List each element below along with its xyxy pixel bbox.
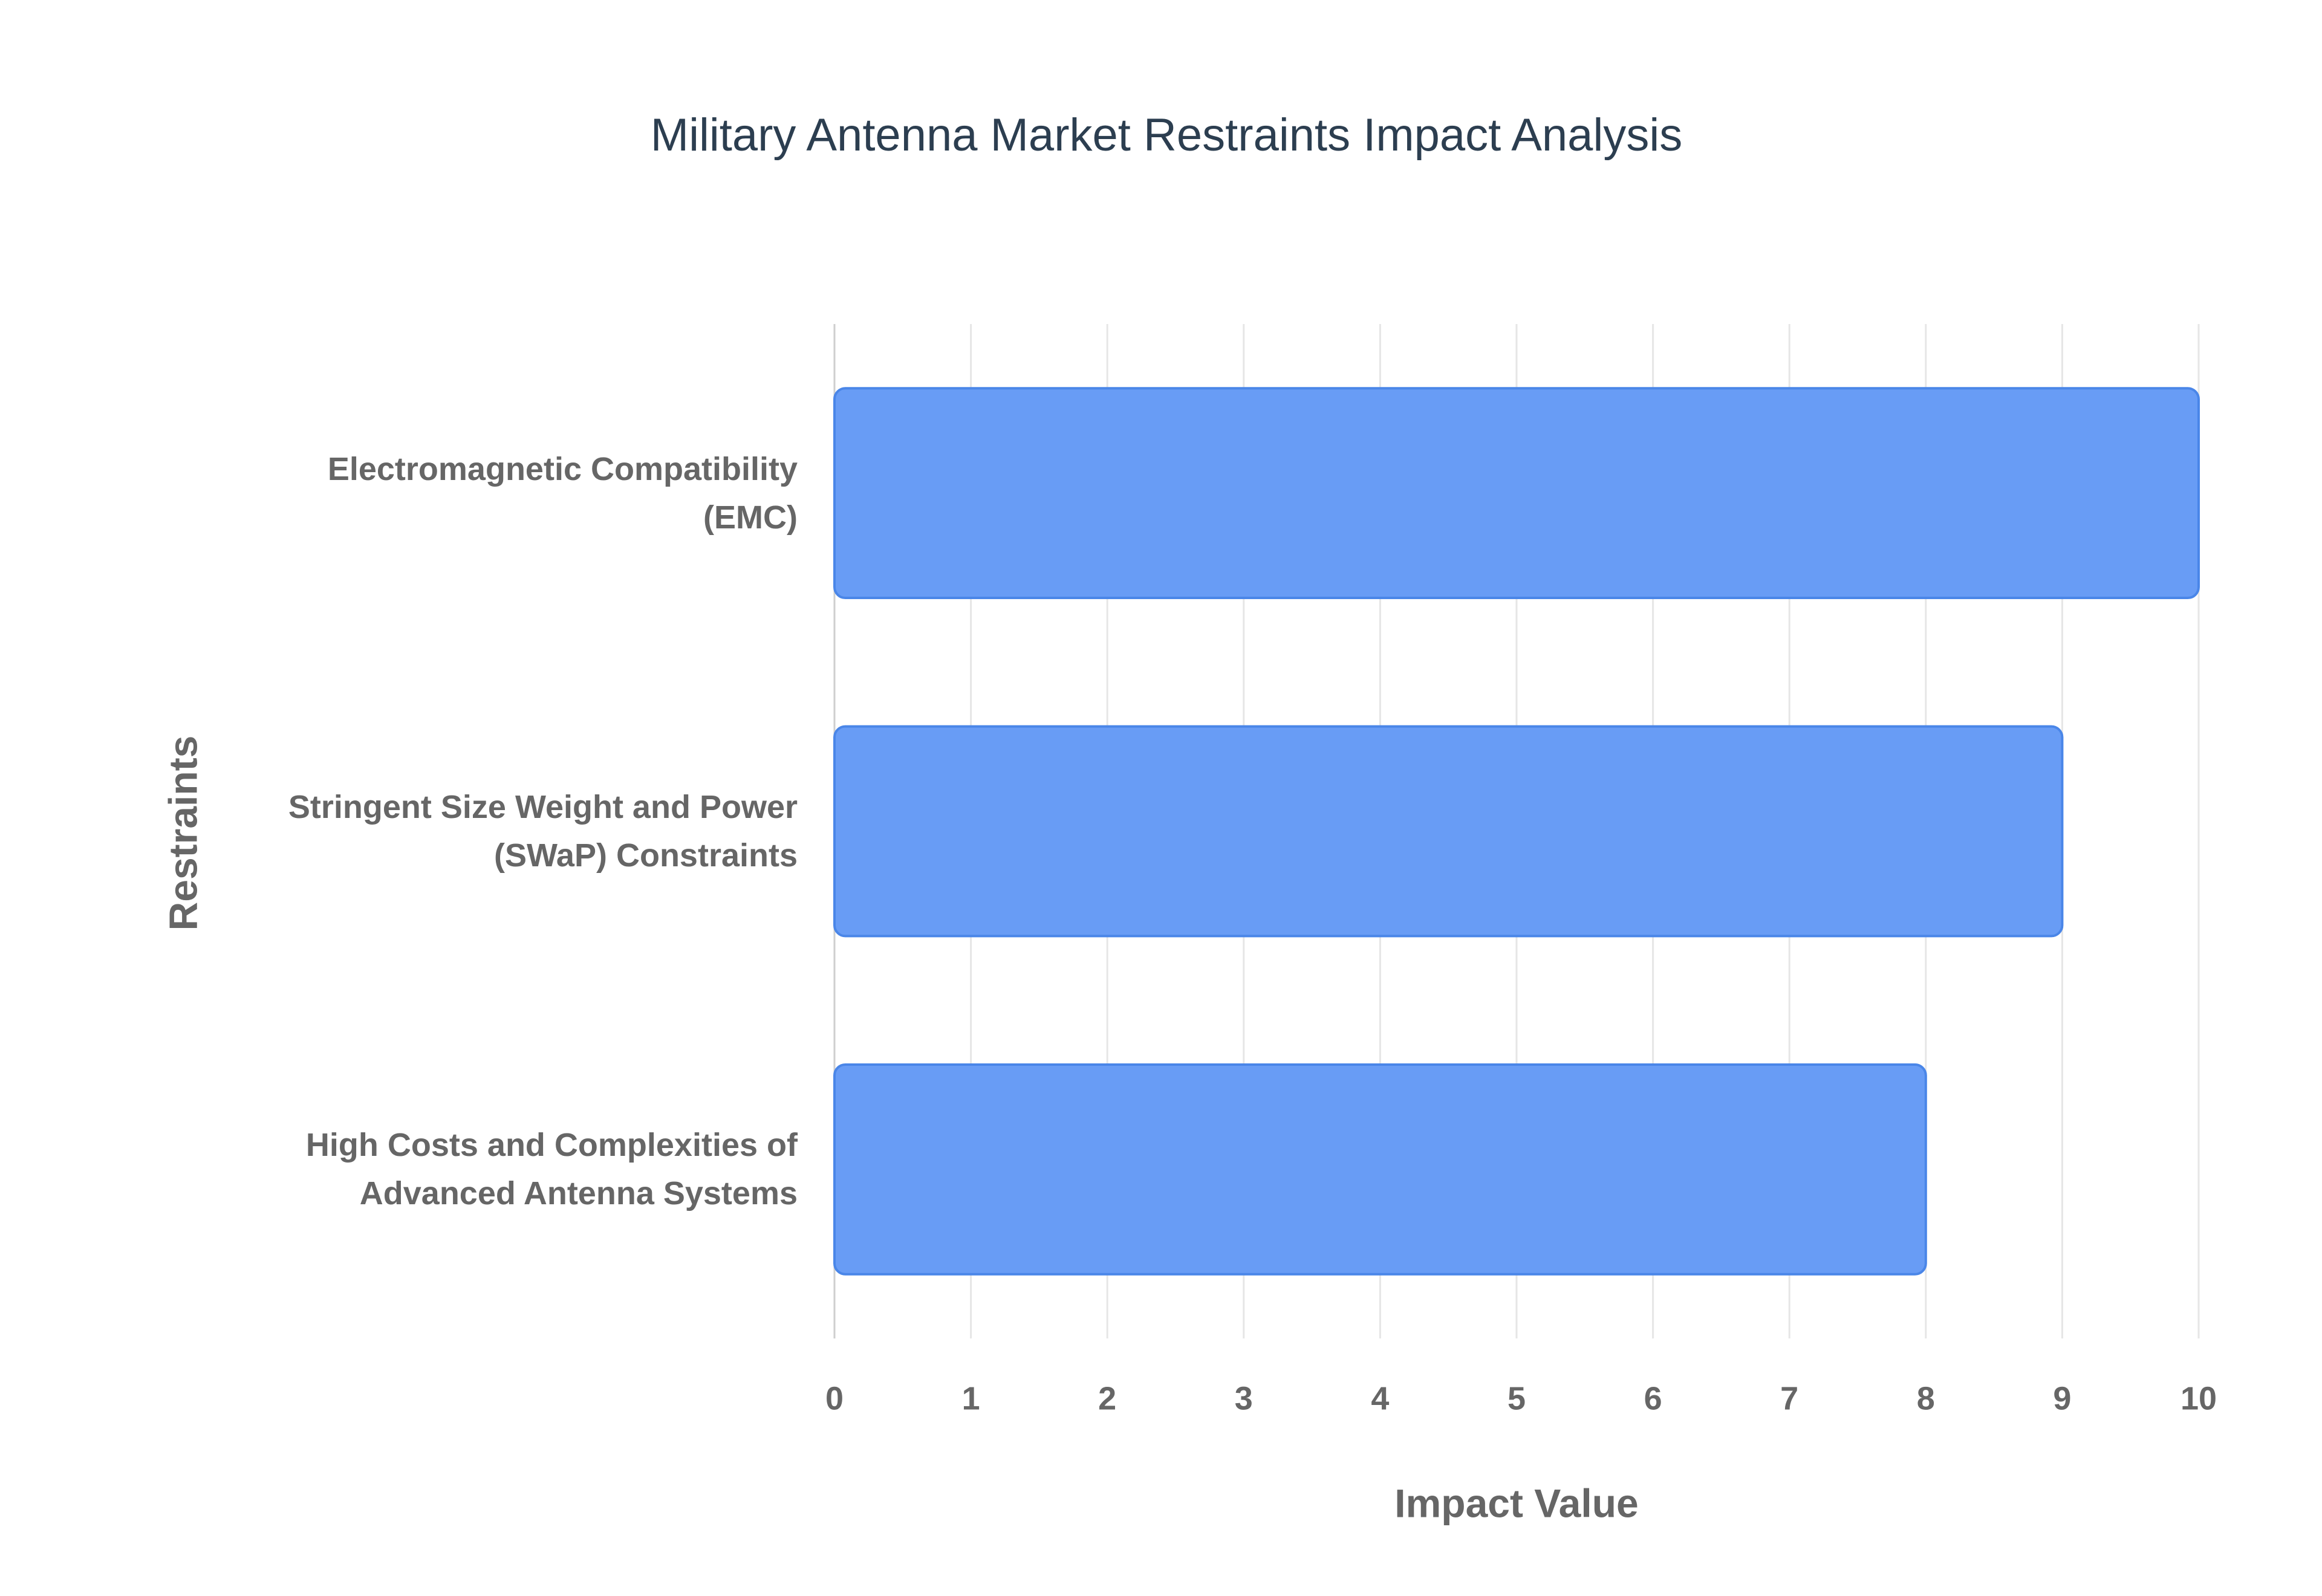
x-tick-label: 10 — [2181, 1380, 2217, 1416]
y-tick-label: Stringent Size Weight and Power (SWaP) C… — [288, 789, 798, 874]
x-tick-label: 6 — [1644, 1380, 1662, 1416]
bar — [833, 725, 2064, 938]
x-tick-label: 5 — [1507, 1380, 1526, 1416]
y-tick-label: Electromagnetic Compatibility (EMC) — [327, 450, 798, 536]
x-axis-title: Impact Value — [1394, 1481, 1639, 1525]
bar — [833, 1063, 1927, 1276]
chart-title: Military Antenna Market Restraints Impac… — [651, 109, 1682, 161]
x-tick-label: 4 — [1371, 1380, 1389, 1416]
x-tick-label: 1 — [962, 1380, 980, 1416]
y-tick-label: High Costs and Complexities of Advanced … — [305, 1127, 798, 1212]
y-axis-title: Restraints — [160, 736, 205, 931]
x-tick-label: 7 — [1780, 1380, 1798, 1416]
x-tick-label: 0 — [825, 1380, 844, 1416]
x-tick-label: 2 — [1098, 1380, 1116, 1416]
x-tick-label: 3 — [1235, 1380, 1253, 1416]
x-tick-label: 8 — [1917, 1380, 1935, 1416]
bar — [833, 387, 2200, 600]
x-tick-label: 9 — [2053, 1380, 2071, 1416]
